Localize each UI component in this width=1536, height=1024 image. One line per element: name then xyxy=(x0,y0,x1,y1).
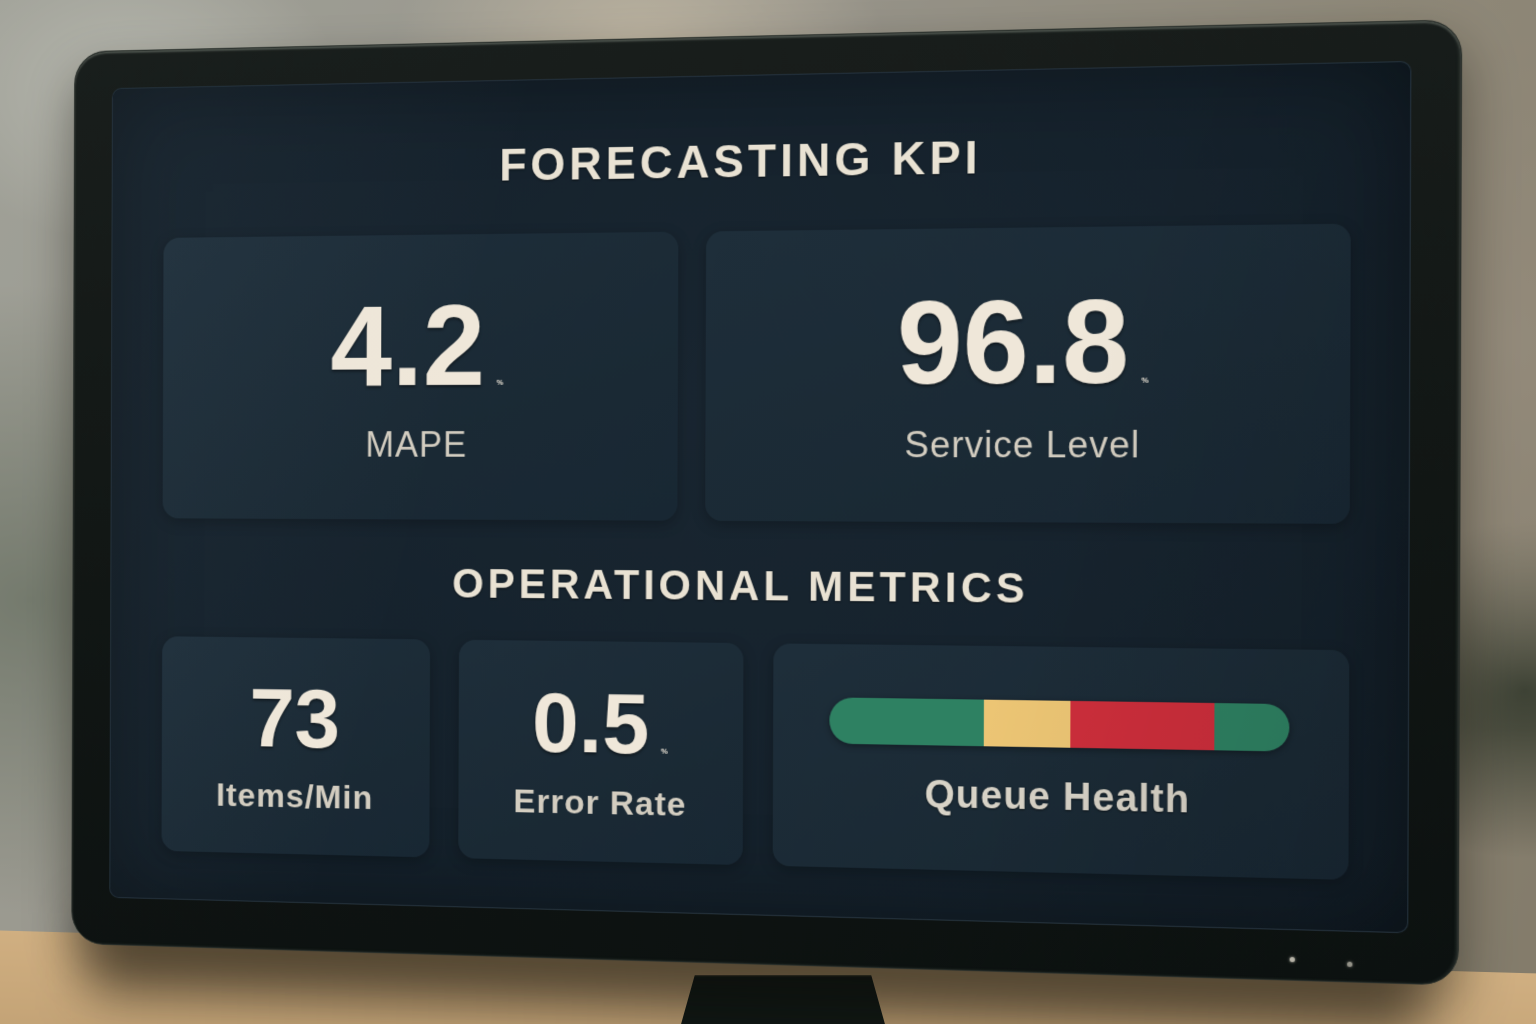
queue-bar-segment-critical xyxy=(1070,700,1215,750)
throughput-value-number: 73 xyxy=(249,670,341,766)
service-level-value-number: 96.8 xyxy=(896,275,1130,409)
queue-health-label: Queue Health xyxy=(924,773,1191,822)
kpi-card-row: 4.2 % MAPE 96.8 % Service Level xyxy=(162,223,1351,524)
service-level-label: Service Level xyxy=(904,423,1141,466)
queue-health-bar xyxy=(829,696,1290,752)
queue-bar-segment-healthy xyxy=(1214,702,1290,752)
power-led xyxy=(1289,956,1295,963)
ops-card-queue-health: Queue Health xyxy=(773,643,1350,880)
kpi-card-mape: 4.2 % MAPE xyxy=(162,231,678,521)
status-led xyxy=(1347,961,1353,967)
throughput-label: Items/Min xyxy=(216,776,374,817)
mape-value-number: 4.2 xyxy=(330,281,486,410)
error-rate-value-number: 0.5 xyxy=(531,674,650,772)
ops-section-title: OPERATIONAL METRICS xyxy=(452,559,1029,612)
ops-card-throughput: 73 Items/Min xyxy=(161,636,430,858)
monitor-bezel: FORECASTING KPI 4.2 % MAPE 96.8 % Servic… xyxy=(71,19,1463,986)
error-rate-value: 0.5 % xyxy=(531,674,668,772)
queue-bar-segment-healthy xyxy=(829,696,984,746)
mape-value-unit: % xyxy=(496,377,504,387)
service-level-value-unit: % xyxy=(1141,375,1149,385)
kpi-section-title: FORECASTING KPI xyxy=(499,130,982,191)
dashboard-screen: FORECASTING KPI 4.2 % MAPE 96.8 % Servic… xyxy=(109,60,1412,934)
error-rate-label: Error Rate xyxy=(513,782,687,824)
service-level-value: 96.8 % xyxy=(896,275,1149,409)
mape-value: 4.2 % xyxy=(330,281,504,410)
ops-card-error-rate: 0.5 % Error Rate xyxy=(457,639,744,866)
ops-card-row: 73 Items/Min 0.5 % Error Rate Queue Heal… xyxy=(161,636,1350,880)
kpi-card-service-level: 96.8 % Service Level xyxy=(704,223,1351,524)
queue-bar-segment-warning xyxy=(983,699,1071,748)
throughput-value: 73 xyxy=(249,670,341,766)
error-rate-value-unit: % xyxy=(661,746,668,756)
mape-label: MAPE xyxy=(365,424,468,465)
monitor-stand xyxy=(678,975,888,1024)
